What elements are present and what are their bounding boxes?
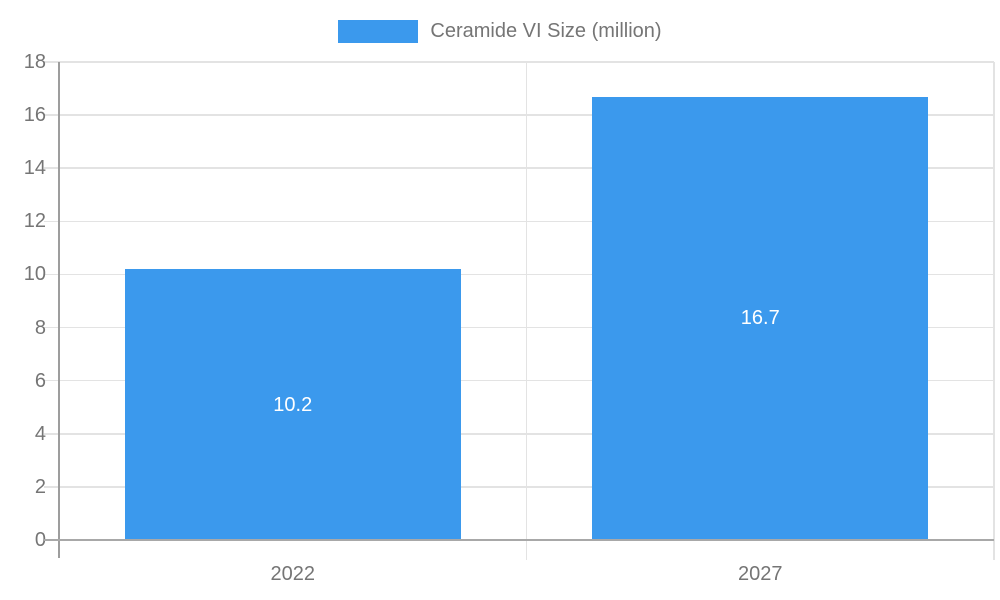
x-axis-line xyxy=(44,538,994,542)
y-axis-label-4: 4 xyxy=(34,422,46,445)
y-axis-label-0: 0 xyxy=(34,529,46,551)
gridline-x-right xyxy=(993,62,995,560)
gridline-y2 xyxy=(44,486,994,488)
bar-2027[interactable] xyxy=(592,96,929,539)
legend-label: Ceramide VI Size (million) xyxy=(430,19,662,42)
x-axis-label-2027: 2027 xyxy=(738,563,783,585)
y-axis-label-2: 2 xyxy=(34,475,46,498)
gridline-y10 xyxy=(44,273,994,276)
y-axis-label-16: 16 xyxy=(23,104,46,127)
gridline-y14 xyxy=(44,167,994,169)
y-axis-label-8: 8 xyxy=(34,316,46,339)
gridline-x-mid xyxy=(525,62,528,560)
gridline-y18 xyxy=(44,61,994,63)
bar-value-label-2027: 16.7 xyxy=(740,307,780,330)
bar-value-label-2022: 10.2 xyxy=(273,393,313,416)
gridline-y6 xyxy=(44,379,994,382)
gridline-y4 xyxy=(44,433,994,435)
y-axis-label-6: 6 xyxy=(34,369,46,392)
bar-2022[interactable] xyxy=(124,269,461,539)
y-axis-label-10: 10 xyxy=(23,263,46,286)
y-axis-line xyxy=(58,62,60,558)
gridline-y16 xyxy=(44,114,994,116)
x-axis-label-2022: 2022 xyxy=(270,563,316,585)
legend-swatch xyxy=(338,19,419,43)
gridline-y8 xyxy=(44,326,994,329)
y-axis-label-14: 14 xyxy=(23,157,46,180)
y-axis-label-18: 18 xyxy=(23,51,46,73)
gridline-y12 xyxy=(44,220,994,223)
legend[interactable]: Ceramide VI Size (million) xyxy=(0,18,1000,44)
y-axis-label-12: 12 xyxy=(23,210,46,233)
